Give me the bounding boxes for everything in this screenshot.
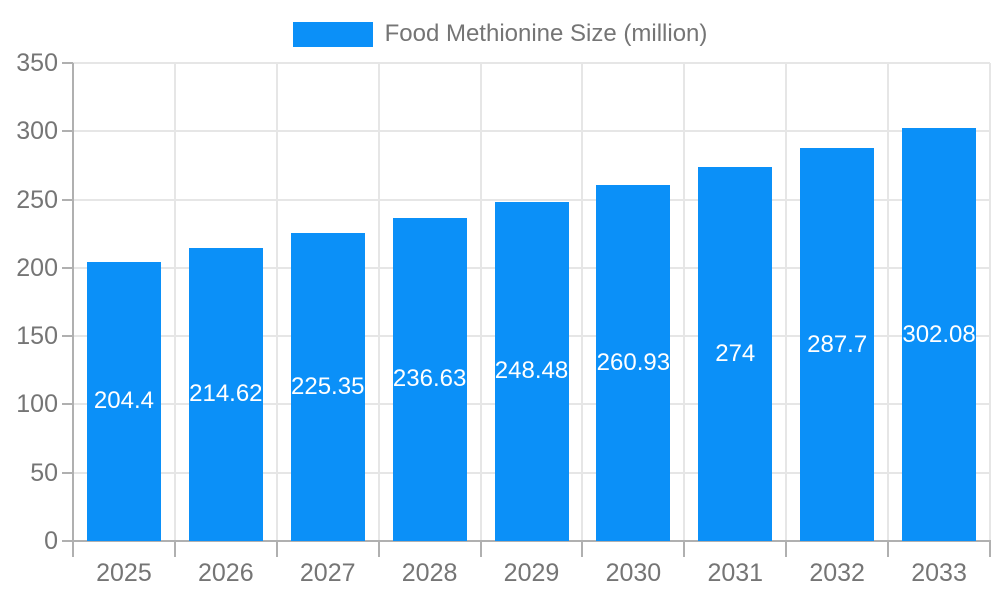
gridline-horizontal bbox=[73, 198, 990, 201]
y-axis-label: 0 bbox=[44, 527, 58, 555]
y-axis-label: 150 bbox=[16, 322, 58, 351]
gridline-vertical bbox=[275, 63, 278, 541]
bar-value-label: 225.35 bbox=[291, 373, 365, 401]
x-axis-tick bbox=[377, 541, 380, 557]
y-axis-label: 200 bbox=[16, 253, 58, 282]
bar-2030[interactable] bbox=[596, 184, 671, 541]
bar-2032[interactable] bbox=[800, 148, 875, 541]
bar-value-label: 260.93 bbox=[596, 348, 671, 376]
bar-2025[interactable] bbox=[86, 261, 161, 541]
x-axis-tick bbox=[479, 541, 482, 557]
x-axis-tick bbox=[785, 541, 788, 557]
y-axis-label: 300 bbox=[16, 117, 58, 146]
x-axis-label: 2029 bbox=[503, 559, 560, 587]
gridline-vertical bbox=[887, 63, 890, 541]
x-axis-label: 2027 bbox=[299, 559, 356, 587]
gridline-vertical bbox=[785, 63, 788, 541]
bar-value-label: 236.63 bbox=[392, 365, 467, 393]
x-axis-tick bbox=[683, 541, 686, 557]
y-axis-label: 100 bbox=[16, 390, 58, 419]
x-axis-tick bbox=[72, 541, 74, 557]
bar-value-label: 274 bbox=[715, 339, 756, 367]
y-axis-tick bbox=[62, 62, 73, 64]
gridline-vertical bbox=[581, 63, 584, 541]
y-axis-label: 350 bbox=[16, 49, 58, 77]
y-axis-label: 50 bbox=[30, 458, 58, 487]
gridline-vertical bbox=[683, 63, 686, 541]
bar-value-label: 248.48 bbox=[494, 357, 569, 385]
y-axis-tick bbox=[62, 403, 73, 406]
x-axis-label: 2028 bbox=[401, 559, 458, 587]
x-axis-label: 2030 bbox=[605, 559, 662, 587]
bar-value-label: 204.4 bbox=[93, 387, 154, 415]
bar-value-label: 214.62 bbox=[189, 380, 263, 408]
gridline-horizontal bbox=[73, 130, 990, 133]
x-axis-tick bbox=[275, 541, 278, 557]
gridline-vertical bbox=[173, 63, 176, 541]
x-axis-label: 2032 bbox=[809, 559, 865, 587]
bar-2033[interactable] bbox=[902, 128, 977, 541]
y-axis-tick bbox=[62, 198, 73, 201]
x-axis-tick bbox=[173, 541, 176, 557]
bar-2027[interactable] bbox=[290, 233, 365, 541]
bar-2031[interactable] bbox=[698, 166, 773, 541]
gridline-vertical bbox=[479, 63, 482, 541]
x-axis-label: 2025 bbox=[96, 559, 152, 587]
y-axis-tick bbox=[62, 130, 73, 133]
x-axis-tick bbox=[887, 541, 890, 557]
bar-2028[interactable] bbox=[392, 217, 467, 541]
y-axis-tick bbox=[62, 266, 73, 269]
y-axis-line bbox=[72, 63, 74, 541]
y-axis-label: 250 bbox=[16, 185, 58, 214]
bar-value-label: 287.7 bbox=[807, 330, 868, 358]
bar-value-label: 302.08 bbox=[902, 320, 976, 348]
legend[interactable]: Food Methionine Size (million) bbox=[0, 20, 1000, 48]
x-axis-line bbox=[72, 540, 991, 542]
bar-2029[interactable] bbox=[494, 201, 569, 541]
x-axis-label: 2026 bbox=[198, 559, 254, 587]
gridline-horizontal bbox=[73, 62, 990, 64]
x-axis-tick bbox=[989, 541, 991, 557]
y-axis-tick bbox=[62, 335, 73, 338]
x-axis-label: 2031 bbox=[707, 559, 764, 587]
legend-swatch bbox=[292, 21, 373, 47]
y-axis-tick bbox=[62, 471, 73, 474]
gridline-vertical bbox=[377, 63, 380, 541]
x-axis-tick bbox=[581, 541, 584, 557]
bar-2026[interactable] bbox=[188, 247, 263, 541]
legend-label: Food Methionine Size (million) bbox=[384, 20, 708, 47]
x-axis-label: 2033 bbox=[911, 559, 967, 587]
gridline-vertical bbox=[989, 63, 991, 541]
y-axis-tick bbox=[62, 540, 73, 542]
